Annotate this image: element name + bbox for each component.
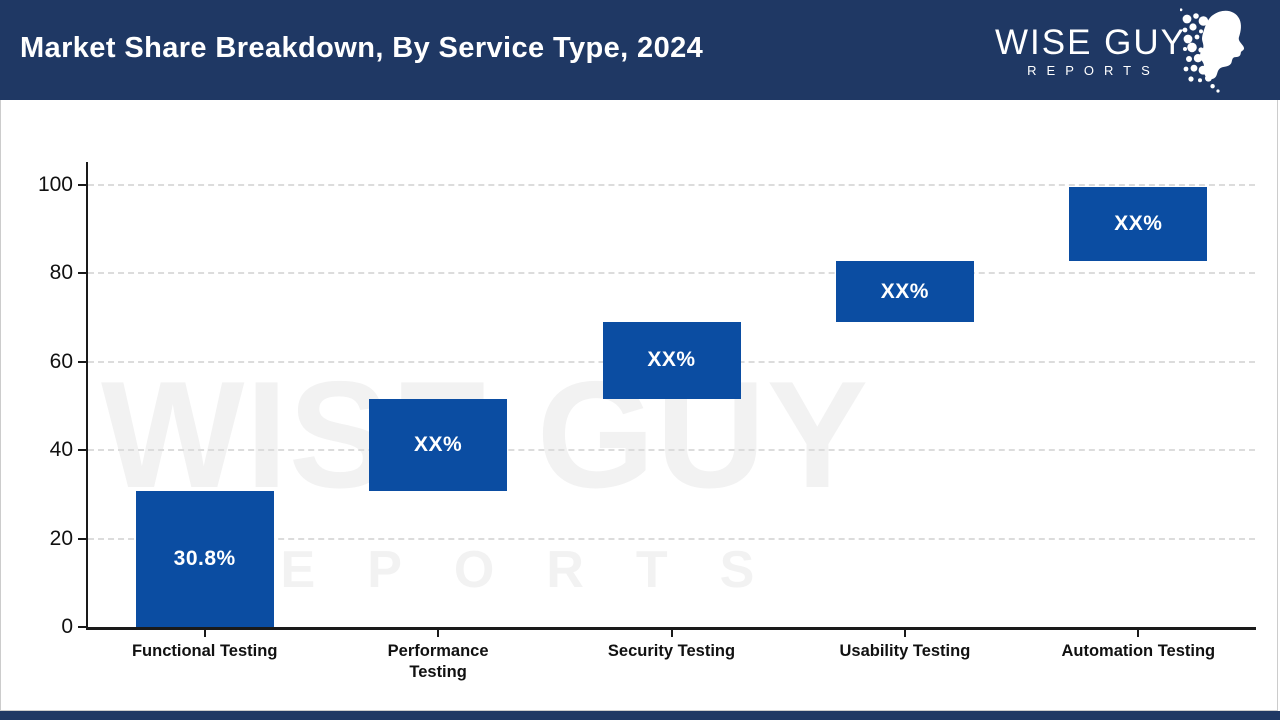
x-tick-label: Usability Testing <box>839 642 971 660</box>
page-title: Market Share Breakdown, By Service Type,… <box>20 32 704 65</box>
bar: XX% <box>835 261 974 322</box>
y-tick-label: 40 <box>49 438 73 462</box>
x-tick-label: Automation Testing <box>1061 642 1216 660</box>
bar-value-label: XX% <box>1114 212 1163 236</box>
x-tick-mark <box>203 630 206 637</box>
bar-value-label: XX% <box>414 432 463 456</box>
bar: XX% <box>369 398 508 491</box>
y-tick-mark <box>78 360 87 363</box>
x-tick-mark <box>1137 630 1140 637</box>
y-tick-mark <box>78 626 87 628</box>
y-tick-label: 60 <box>49 349 73 373</box>
bar: XX% <box>602 321 741 399</box>
y-tick-mark <box>78 449 87 452</box>
wiseguy-logo-text: WISE GUY REPORTS <box>994 22 1186 78</box>
wiseguy-face-icon <box>1180 8 1245 93</box>
y-tick-label: 0 <box>61 615 73 638</box>
logo-wordmark: WISE GUY <box>994 22 1186 62</box>
bar-value-label: XX% <box>647 348 696 372</box>
bar: XX% <box>1069 186 1208 262</box>
x-tick-label: Security Testing <box>607 642 736 660</box>
x-tick-mark <box>437 630 440 637</box>
y-tick-label: 100 <box>37 173 73 196</box>
x-tick-label: Performance Testing <box>387 642 489 681</box>
bar-value-label: 30.8% <box>173 546 236 570</box>
wiseguy-logo: WISE GUY REPORTS <box>995 6 1266 96</box>
x-tick-mark <box>670 630 673 637</box>
logo-subtext: REPORTS <box>1027 62 1160 78</box>
bar: 30.8% <box>135 490 274 627</box>
y-tick-label: 80 <box>49 261 73 285</box>
bar-value-label: XX% <box>880 279 929 303</box>
x-tick-mark <box>903 630 906 637</box>
footer-bar <box>0 711 1280 720</box>
header-banner: Market Share Breakdown, By Service Type,… <box>0 0 1280 100</box>
gridline <box>88 449 1255 452</box>
y-tick-mark <box>78 537 87 540</box>
gridline <box>88 537 1255 540</box>
y-axis <box>86 162 88 629</box>
gridline <box>88 184 1255 186</box>
watermark-subtext: REPORTS <box>191 541 807 599</box>
x-axis <box>86 627 1256 630</box>
y-tick-label: 20 <box>49 526 73 550</box>
gridline <box>88 272 1255 275</box>
y-tick-mark <box>78 272 87 275</box>
y-tick-mark <box>78 184 87 186</box>
x-tick-label: Functional Testing <box>131 642 278 660</box>
